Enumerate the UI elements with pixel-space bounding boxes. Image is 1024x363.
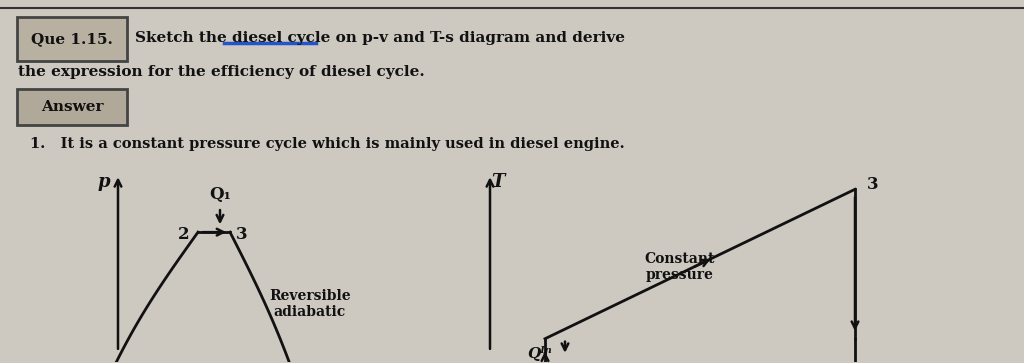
Text: Qᴵⁿ: Qᴵⁿ [527,346,552,361]
Text: p: p [97,173,111,191]
Text: Q₁: Q₁ [209,186,231,203]
Text: Reversible
adiabatic: Reversible adiabatic [269,289,351,319]
Text: Que 1.15.: Que 1.15. [31,32,113,46]
Text: the expression for the efficiency of diesel cycle.: the expression for the efficiency of die… [18,65,425,79]
Text: T: T [492,173,505,191]
Text: Constant
pressure: Constant pressure [645,252,715,282]
Text: Answer: Answer [41,99,103,114]
Text: 1.   It is a constant pressure cycle which is mainly used in diesel engine.: 1. It is a constant pressure cycle which… [30,138,625,151]
FancyBboxPatch shape [17,89,127,125]
Text: 3: 3 [867,176,879,193]
Text: Sketch the diesel cycle on p-v and T-s diagram and derive: Sketch the diesel cycle on p-v and T-s d… [135,31,625,45]
Text: 3: 3 [237,226,248,242]
Text: 2: 2 [178,226,189,242]
FancyBboxPatch shape [17,17,127,61]
